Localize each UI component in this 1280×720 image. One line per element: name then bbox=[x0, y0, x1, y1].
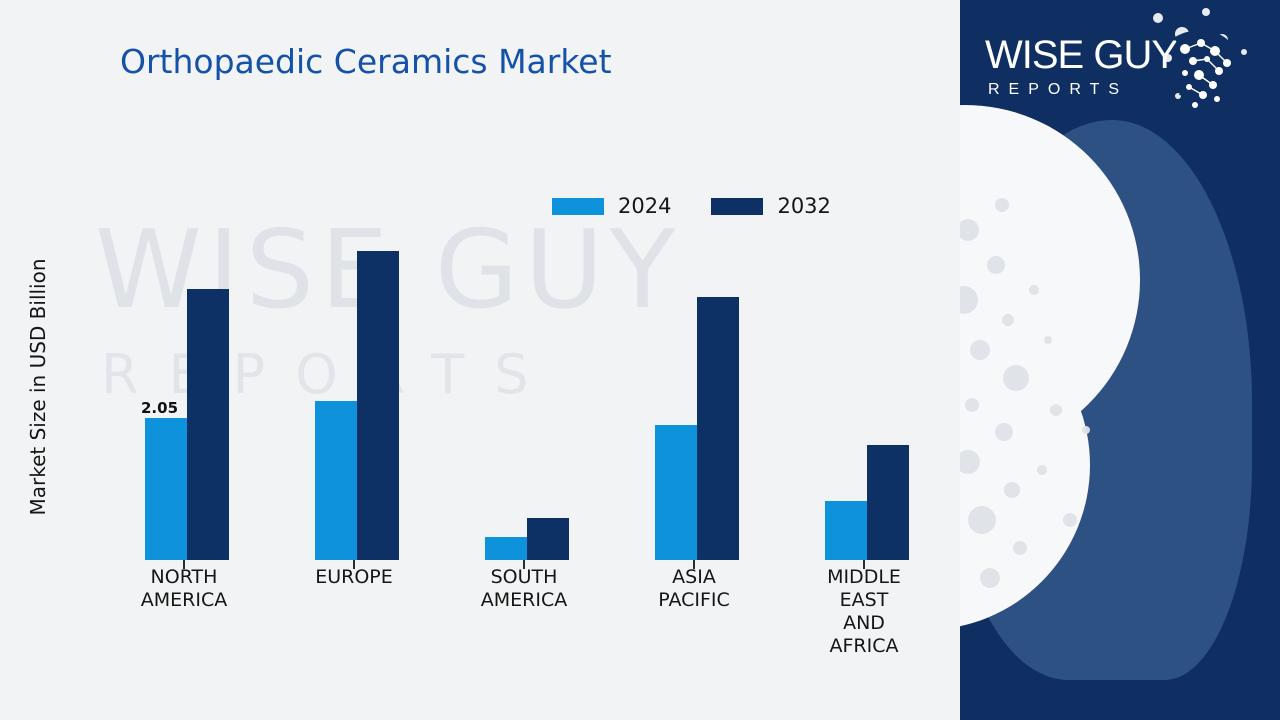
bar-north-america-2024[interactable] bbox=[145, 418, 187, 560]
bar-middle-east-and-africa-2024[interactable] bbox=[825, 501, 867, 560]
bar-middle-east-and-africa-2032[interactable] bbox=[867, 445, 909, 560]
category-label-south-america: SOUTH AMERICA bbox=[439, 566, 609, 612]
category-label-line: SOUTH bbox=[490, 566, 558, 588]
chart-legend: 2024 2032 bbox=[552, 194, 831, 218]
bar-value-label-north-america-2024: 2.05 bbox=[141, 399, 179, 417]
bar-south-america-2024[interactable] bbox=[485, 537, 527, 560]
legend-swatch-2032 bbox=[711, 197, 764, 215]
category-label-line: ASIA bbox=[672, 566, 716, 588]
axis-tick-middle-east-and-africa bbox=[863, 560, 865, 569]
brand-logo: WISE GUY REPORTS bbox=[985, 30, 1239, 123]
legend-item-2024[interactable]: 2024 bbox=[552, 194, 671, 218]
logo-secondary-text: REPORTS bbox=[988, 81, 1129, 98]
legend-item-2032[interactable]: 2032 bbox=[711, 194, 831, 218]
legend-label-2024: 2024 bbox=[618, 194, 672, 218]
legend-label-2032: 2032 bbox=[777, 194, 831, 218]
bar-asia-pacific-2024[interactable] bbox=[655, 425, 697, 560]
axis-tick-south-america bbox=[523, 560, 525, 569]
page-title: Orthopaedic Ceramics Market bbox=[120, 42, 612, 81]
axis-tick-north-america bbox=[183, 560, 185, 569]
legend-swatch-2024 bbox=[552, 197, 604, 215]
category-label-line: AND bbox=[843, 612, 885, 634]
bar-asia-pacific-2032[interactable] bbox=[697, 297, 739, 560]
category-label-line: EAST bbox=[839, 589, 889, 611]
category-label-asia-pacific: ASIA PACIFIC bbox=[609, 566, 779, 612]
category-label-europe: EUROPE bbox=[269, 566, 439, 589]
chart-plot-area: Market Size in USD Billion 2024 2032 2.0… bbox=[26, 194, 949, 658]
category-label-line: NORTH bbox=[150, 566, 218, 588]
bar-north-america-2032[interactable] bbox=[187, 289, 229, 560]
logo-primary-text: WISE GUY bbox=[985, 33, 1178, 77]
axis-tick-asia-pacific bbox=[693, 560, 695, 569]
category-label-line: AFRICA bbox=[829, 635, 899, 657]
bar-south-america-2032[interactable] bbox=[527, 518, 569, 560]
category-label-north-america: NORTH AMERICA bbox=[99, 566, 269, 612]
category-label-line: AMERICA bbox=[140, 589, 228, 611]
category-label-line: PACIFIC bbox=[658, 589, 730, 611]
category-label-line: AMERICA bbox=[480, 589, 568, 611]
bar-europe-2032[interactable] bbox=[357, 251, 399, 560]
category-label-middle-east-and-africa: MIDDLE EAST AND AFRICA bbox=[779, 566, 949, 658]
category-label-line: MIDDLE bbox=[827, 566, 901, 588]
logo-head-icon bbox=[1175, 30, 1239, 118]
axis-tick-europe bbox=[353, 560, 355, 569]
category-label-line: EUROPE bbox=[315, 566, 393, 588]
brand-panel bbox=[960, 0, 1280, 720]
bars-layer: 2.05 NORTH AMERICA EUROPE SOUTH AMERICA bbox=[99, 251, 949, 658]
bar-europe-2024[interactable] bbox=[315, 401, 357, 560]
